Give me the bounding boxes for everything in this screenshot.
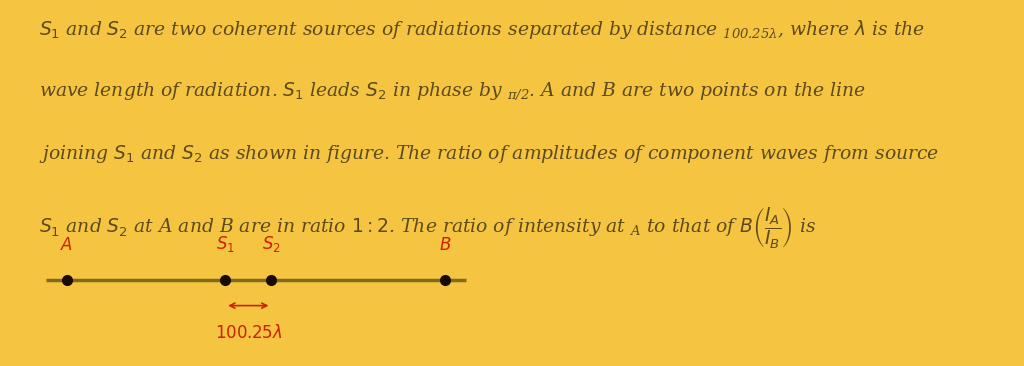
Text: $100.25\lambda$: $100.25\lambda$ <box>215 324 283 342</box>
Text: wave length of radiation. $S_1$ leads $S_2$ in phase by $\mathregular{_{\pi/2}}$: wave length of radiation. $S_1$ leads $S… <box>39 81 866 102</box>
Text: $S_2$: $S_2$ <box>262 234 281 254</box>
Text: $S_1$ and $S_2$ at A and B are in ratio $1 : 2$. The ratio of intensity at $\mat: $S_1$ and $S_2$ at A and B are in ratio … <box>39 205 816 250</box>
Text: joining $S_1$ and $S_2$ as shown in figure. The ratio of amplitudes of component: joining $S_1$ and $S_2$ as shown in figu… <box>39 143 939 165</box>
Text: $A$: $A$ <box>60 238 73 254</box>
Text: $S_1$ and $S_2$ are two coherent sources of radiations separated by distance $\m: $S_1$ and $S_2$ are two coherent sources… <box>39 18 925 41</box>
Text: $B$: $B$ <box>439 238 452 254</box>
Text: $S_1$: $S_1$ <box>216 234 234 254</box>
